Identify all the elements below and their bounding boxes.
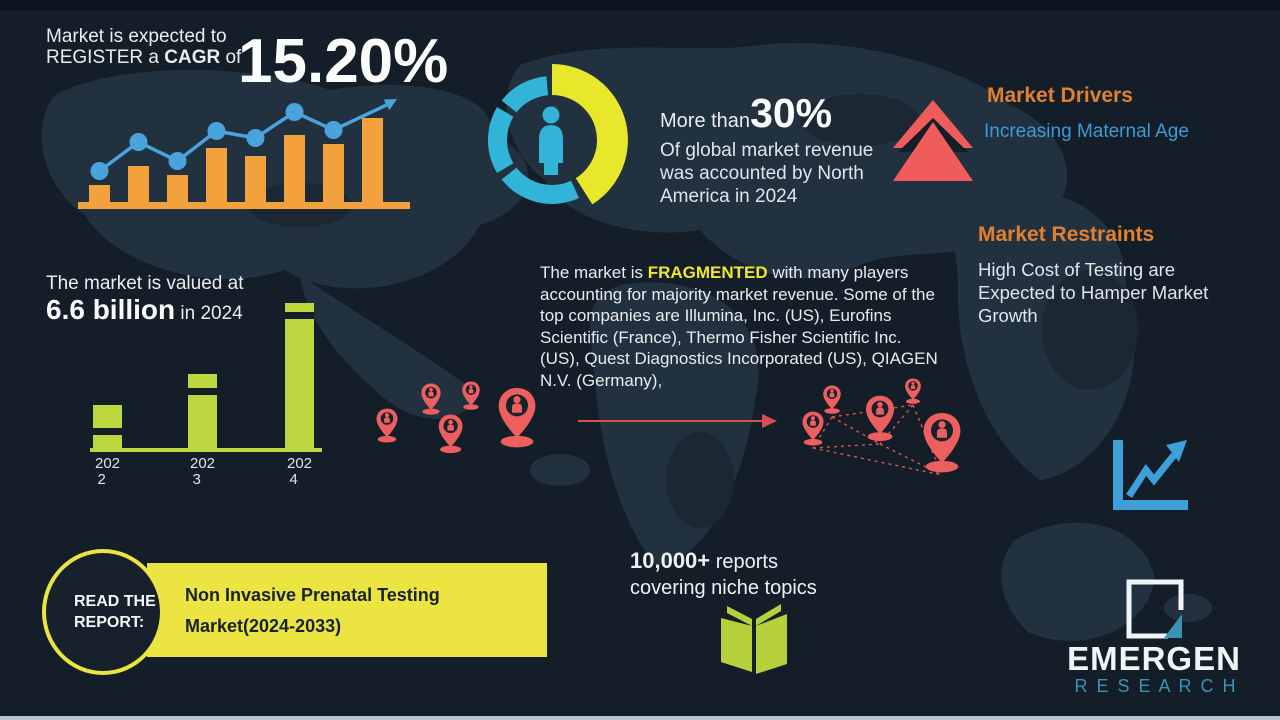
drivers-title: Market Drivers — [987, 84, 1133, 107]
company-pins-left — [376, 381, 536, 454]
reports-line2: covering niche topics — [630, 577, 817, 599]
emergen-square-logo — [1126, 579, 1184, 639]
valuation-value: 6.6 billion — [46, 294, 176, 325]
data-point — [90, 162, 109, 180]
cagr-value: 15.20% — [238, 27, 449, 96]
read-report-label: READ THE REPORT: — [74, 593, 156, 631]
bar-stripe — [285, 312, 314, 319]
donut-slice-other-2 — [487, 107, 514, 173]
bar-stripe — [93, 428, 122, 435]
drivers-item: Increasing Maternal Age — [984, 121, 1189, 142]
valuation-line2: 6.6 billion in 2024 — [46, 294, 243, 326]
restraints-text: High Cost of Testing are Expected to Ham… — [978, 259, 1209, 326]
open-book-icon — [721, 604, 787, 674]
location-pin-icon — [438, 414, 463, 454]
reports-stat-block: 10,000+ reports covering niche topics — [630, 548, 817, 599]
region-stat-value: 30% — [750, 90, 833, 136]
location-pin-icon — [923, 413, 961, 473]
company-pins-network — [802, 378, 961, 476]
cagr-line1: Market is expected to — [46, 26, 227, 47]
data-point — [246, 129, 265, 147]
restraints-title: Market Restraints — [978, 223, 1155, 246]
arrow-head-icon — [383, 99, 397, 111]
brand-name: EMERGEN — [1067, 640, 1241, 677]
location-pin-icon — [823, 385, 841, 414]
location-pin-icon — [462, 381, 480, 410]
bar — [285, 303, 314, 448]
bar — [323, 144, 344, 202]
bar — [128, 166, 149, 202]
donut-slice-other-3 — [501, 76, 549, 113]
x-axis-label: 202 2 — [95, 455, 120, 488]
brand-subtitle: R E S E A R C H — [1074, 676, 1238, 696]
location-pin-icon — [802, 411, 824, 446]
market-value-chart: 202 2 202 3 202 4 — [90, 303, 322, 488]
growth-chart-icon — [1113, 440, 1188, 510]
location-pin-icon — [376, 408, 398, 443]
data-point — [168, 152, 187, 170]
x-axis-label: 202 4 — [287, 455, 312, 488]
bar — [93, 405, 122, 448]
bar — [206, 148, 227, 202]
right-arrow-line — [578, 414, 777, 428]
valuation-suffix: in 2024 — [175, 303, 243, 324]
location-pin-icon — [421, 383, 441, 415]
person-icon — [539, 106, 563, 175]
chart-baseline — [78, 202, 410, 209]
data-point — [324, 121, 343, 139]
bar — [167, 175, 188, 202]
region-stat-description: Of global market revenue was accounted b… — [660, 140, 874, 207]
double-up-arrow-icon — [893, 100, 973, 181]
donut-slice-north-america — [552, 64, 628, 205]
data-point — [129, 133, 148, 151]
fragmented-highlight: FRAGMENTED — [647, 263, 768, 282]
bar — [188, 374, 217, 448]
cagr-line2: REGISTER a CAGR of — [46, 47, 242, 68]
bar — [284, 135, 305, 202]
reports-count: 10,000+ — [630, 548, 711, 573]
cagr-text-block: Market is expected to REGISTER a CAGR of — [46, 26, 241, 68]
location-pin-icon — [498, 388, 536, 448]
valuation-line1: The market is valued at — [46, 273, 244, 294]
read-report-badge: READ THE REPORT: — [42, 549, 164, 675]
fragmented-paragraph: The market is FRAGMENTED with many playe… — [540, 263, 938, 390]
report-banner: Non Invasive Prenatal Testing Market(202… — [147, 563, 547, 657]
chart-axis — [90, 448, 322, 452]
data-point — [207, 122, 226, 140]
report-title-line2: Market(2024-2033) — [185, 615, 342, 636]
data-point — [285, 103, 304, 121]
bar-stripe — [188, 388, 217, 395]
region-stat-block: More than 30% Of global market revenue w… — [660, 90, 885, 208]
cagr-trend-chart — [78, 99, 410, 209]
report-title-line1: Non Invasive Prenatal Testing — [185, 584, 440, 605]
regional-share-donut-chart — [487, 64, 628, 205]
region-stat-prefix: More than — [660, 110, 751, 132]
location-pin-icon — [866, 395, 894, 441]
donut-slice-other-1 — [501, 167, 579, 204]
x-axis-label: 202 3 — [190, 455, 215, 488]
location-pin-icon — [905, 378, 921, 404]
bar — [245, 156, 266, 202]
bar — [362, 118, 383, 202]
bottom-border — [0, 716, 1280, 720]
top-border — [0, 0, 1280, 11]
bar — [89, 185, 110, 202]
